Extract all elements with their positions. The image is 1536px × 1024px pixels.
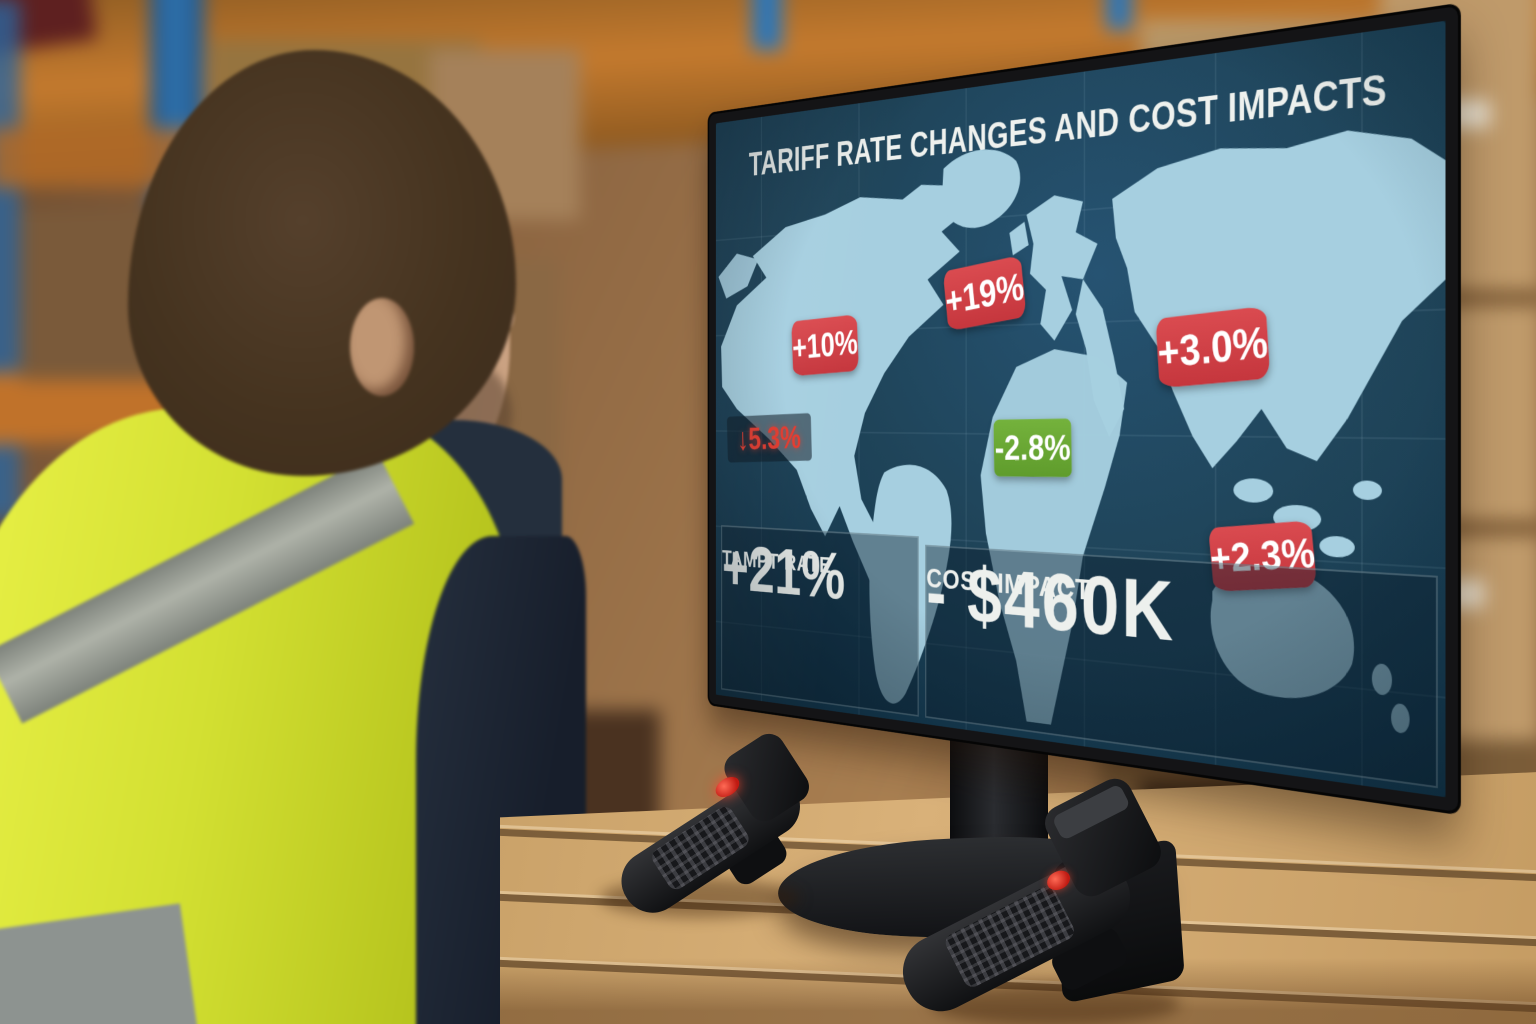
dashboard-screen: TARIFF RATE CHANGES AND COST IMPACTS +19…: [715, 20, 1446, 798]
world-map: [716, 21, 1446, 797]
worker-ear: [350, 298, 414, 396]
barcode-scanner-left: [565, 702, 867, 988]
monitor: TARIFF RATE CHANGES AND COST IMPACTS +19…: [709, 6, 1458, 812]
barcode-scanner-right: [840, 729, 1236, 1024]
rack-post-blue: [1106, 0, 1132, 30]
worker-hair: [128, 50, 516, 476]
rack-post-blue: [752, 0, 782, 50]
